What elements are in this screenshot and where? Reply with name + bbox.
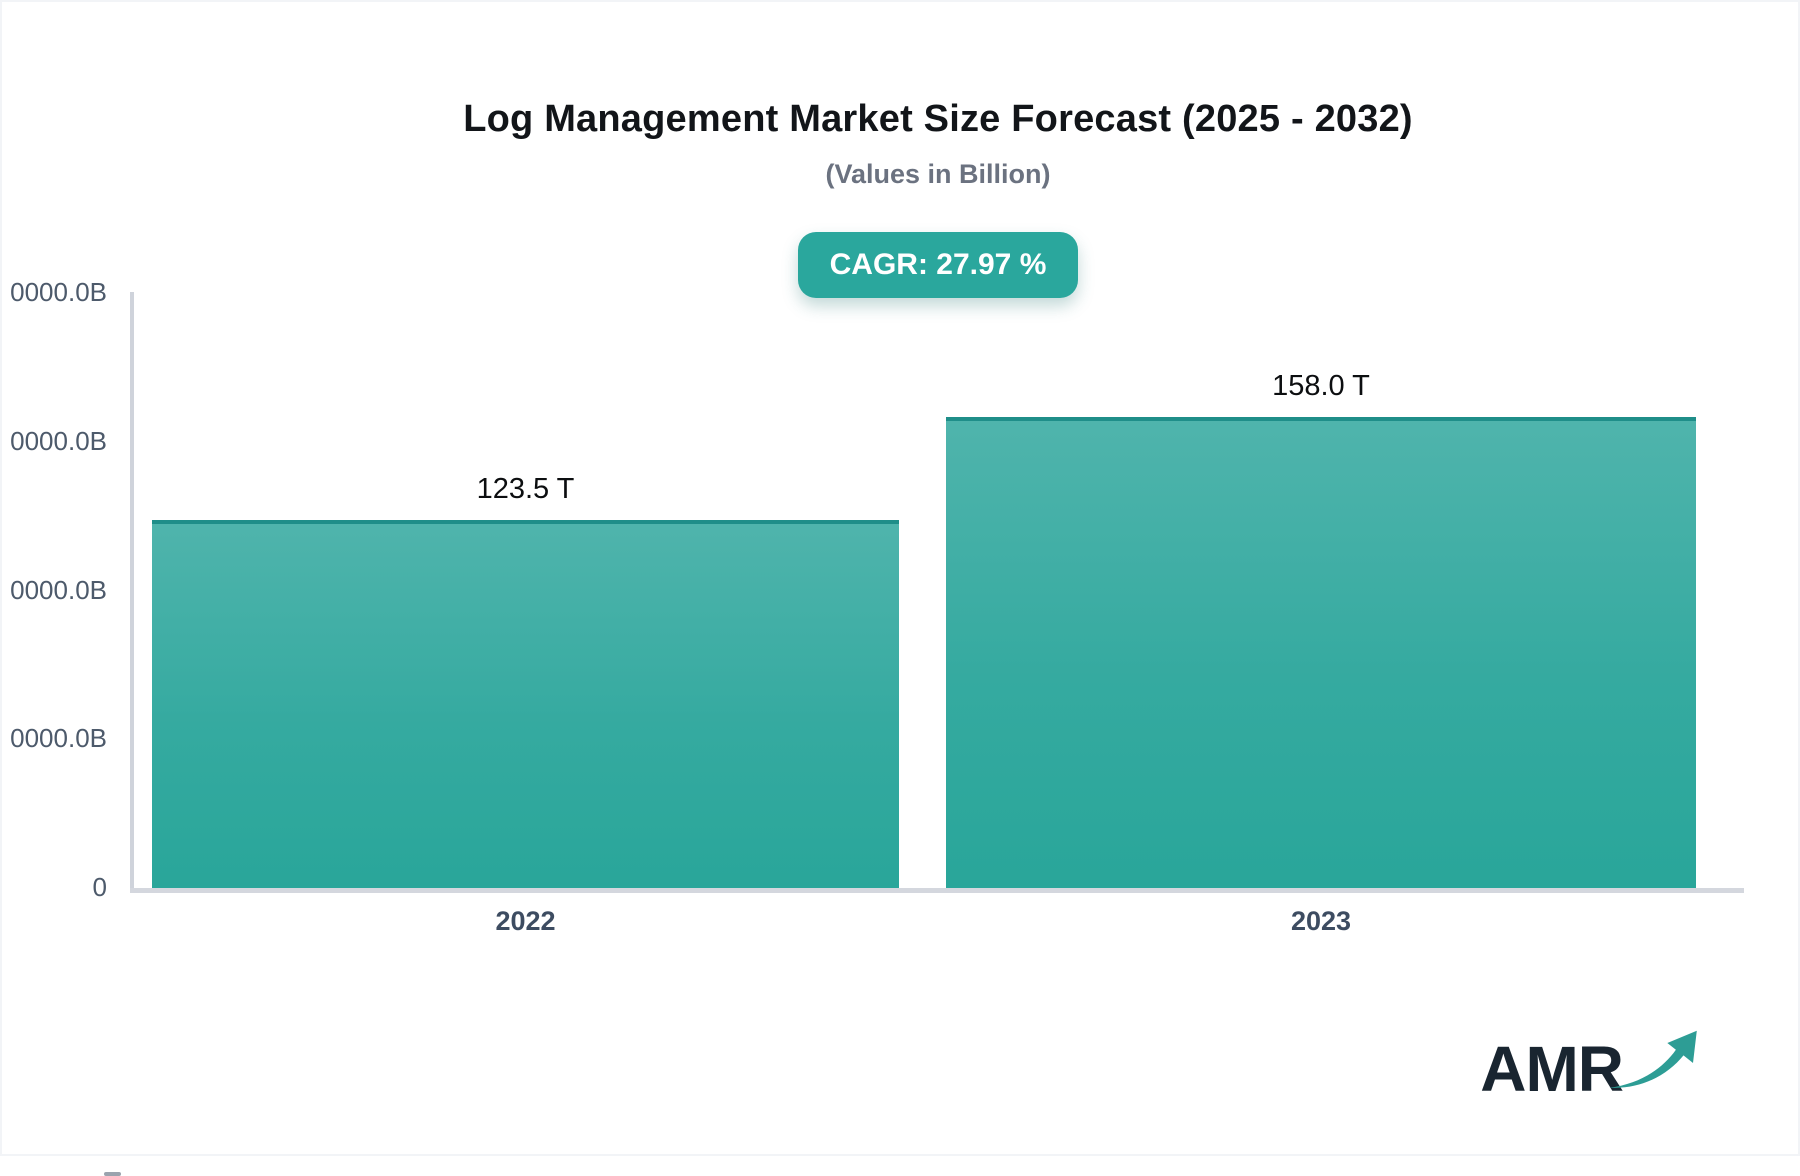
bar-2022: [152, 520, 899, 888]
chart-title: Log Management Market Size Forecast (202…: [463, 98, 1413, 140]
x-tick-label-2022: 2022: [495, 906, 556, 936]
y-tick-label: 0: [92, 872, 107, 902]
growth-arrow-icon: [1607, 1025, 1703, 1106]
y-tick-label: 0000.0B: [10, 426, 107, 456]
bar-slot-2023: 158.0 T: [946, 292, 1696, 888]
chart-header: Log Management Market Size Forecast (202…: [132, 2, 1744, 298]
bar-value-2023: 158.0 T: [1272, 370, 1370, 402]
y-zero-tick-mark: [104, 1172, 121, 1176]
y-axis-line: [130, 292, 134, 892]
chart-subtitle: (Values in Billion): [825, 159, 1051, 189]
x-axis-line: [130, 888, 1744, 893]
bar-2023: [946, 417, 1696, 888]
y-tick-label: 0000.0B: [10, 277, 107, 307]
y-tick-label: 0000.0B: [10, 575, 107, 605]
cagr-badge: CAGR: 27.97 %: [797, 232, 1079, 298]
plot-area: 0000.0B 0000.0B 0000.0B 0000.0B 0 123.5 …: [10, 277, 1744, 1176]
amr-logo: AMR: [1480, 1030, 1703, 1106]
bar-slot-2022: 123.5 T: [152, 292, 899, 888]
bar-value-2022: 123.5 T: [476, 473, 575, 505]
x-tick-label-2023: 2023: [1290, 906, 1352, 936]
y-tick-label: 0000.0B: [10, 723, 107, 753]
amr-logo-text: AMR: [1480, 1032, 1624, 1105]
